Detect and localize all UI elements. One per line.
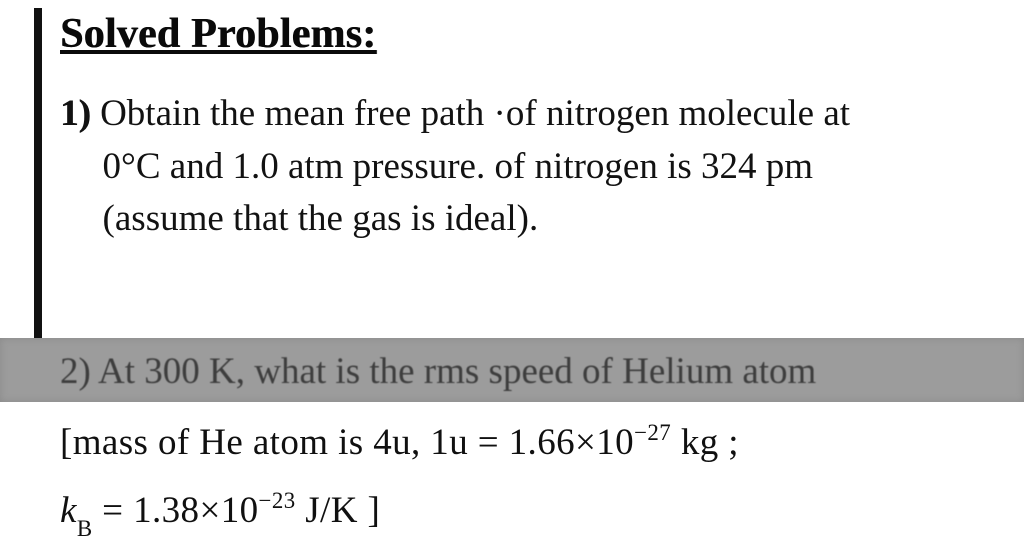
problem-2-line2: [mass of He atom is 4u, 1u = 1.66×10−27 …	[60, 414, 739, 471]
content-block: Solved Problems: 1) Obtain the mean free…	[60, 8, 1012, 246]
problem-1-line1: Obtain the mean free path ·of nitrogen m…	[100, 93, 850, 134]
p2-l3-mid: = 1.38×10	[93, 490, 259, 531]
p2-l3-post: J/K ]	[296, 490, 381, 531]
section-heading: Solved Problems:	[60, 10, 1012, 58]
p2-l2-pre: [mass of He atom is 4u, 1u = 1.66×10	[60, 422, 634, 463]
p2-l3-sym: k	[60, 490, 77, 531]
problem-1-number: 1)	[60, 93, 91, 134]
p2-l2-exp: −27	[634, 420, 671, 445]
problem-1-line2: 0°C and 1.0 atm pressure. of nitrogen is…	[103, 146, 814, 187]
problem-2-line1: 2) At 300 K, what is the rms speed of He…	[60, 351, 816, 392]
problem-1: 1) Obtain the mean free path ·of nitroge…	[60, 88, 1012, 246]
p2-l3-sub: B	[77, 516, 93, 541]
problem-2-line3: kB = 1.38×10−23 J/K ]	[60, 482, 380, 541]
problem-1-line3: (assume that the gas is ideal).	[103, 198, 539, 239]
page-root: Solved Problems: 1) Obtain the mean free…	[0, 0, 1024, 551]
p2-l2-post: kg ;	[671, 422, 739, 463]
problem-2-line1-wrap: 2) At 300 K, what is the rms speed of He…	[60, 346, 816, 399]
p2-l3-exp: −23	[259, 488, 296, 513]
left-vertical-bar	[34, 8, 42, 348]
